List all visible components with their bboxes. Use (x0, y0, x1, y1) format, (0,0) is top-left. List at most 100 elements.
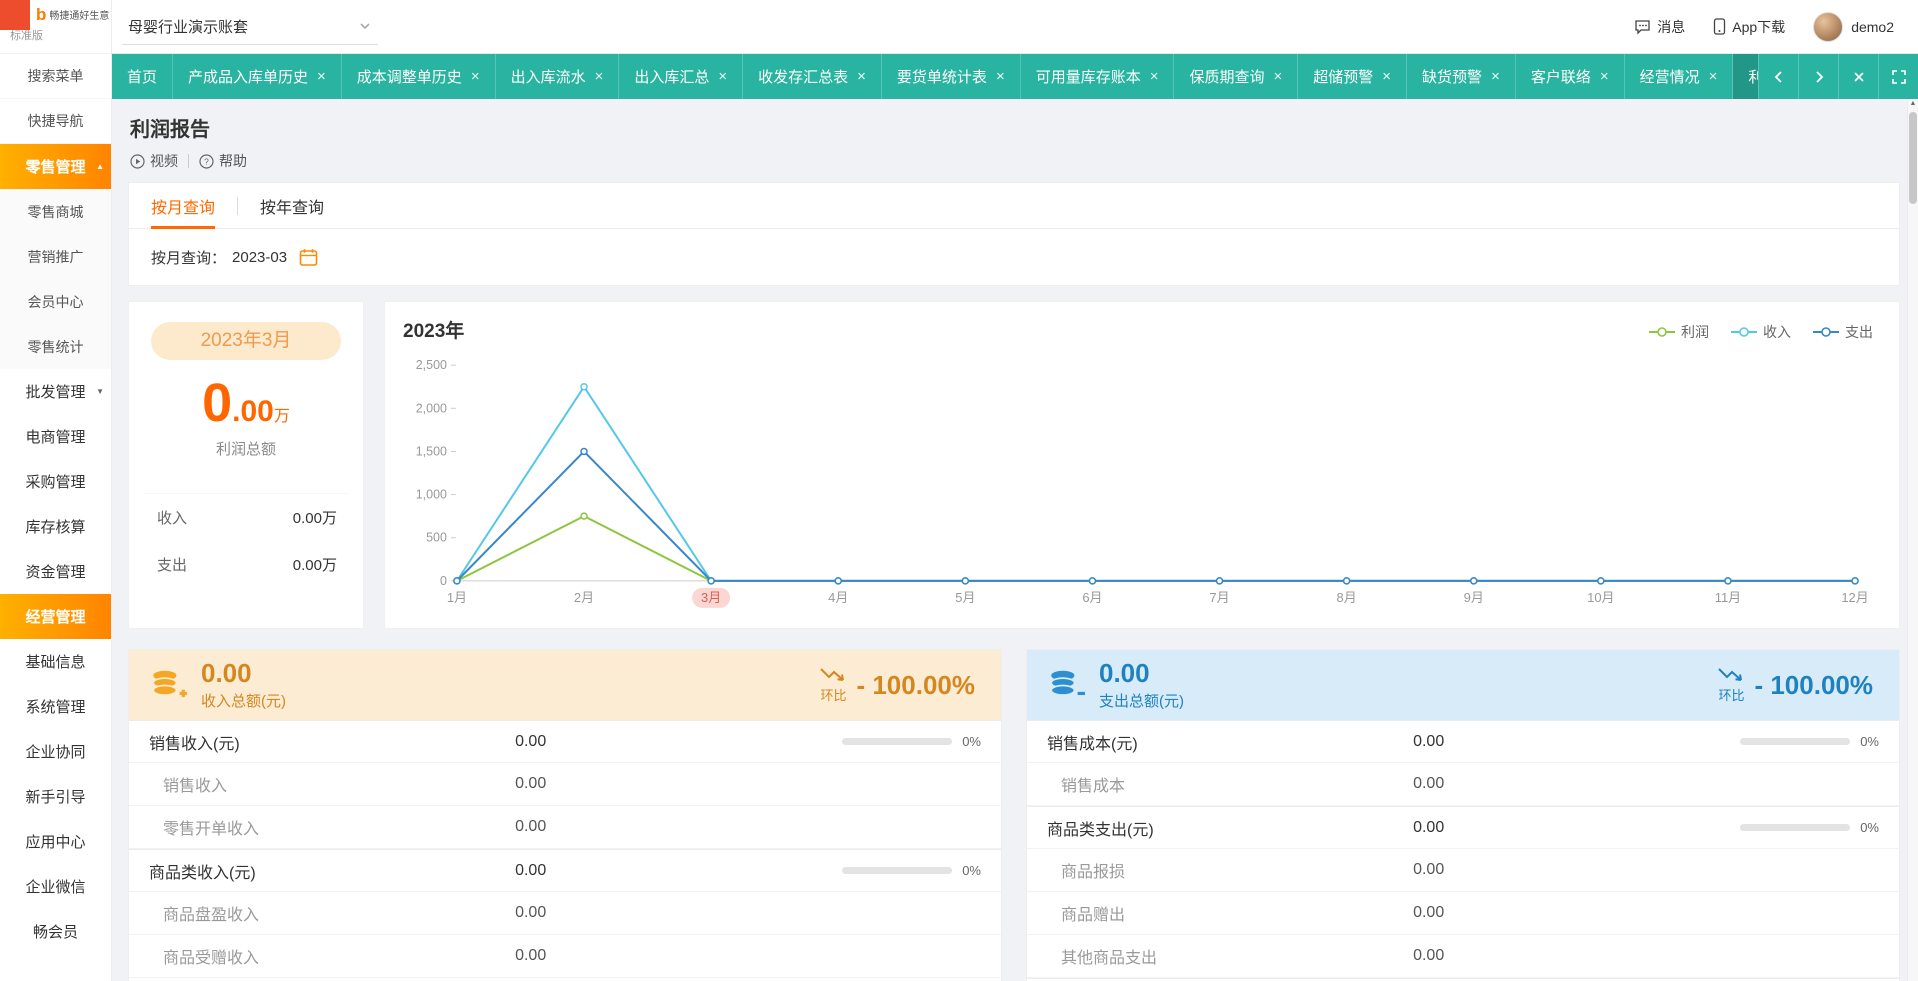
tab-label: 首页 (127, 69, 158, 86)
tab[interactable]: 客户联络 × (1516, 54, 1625, 99)
messages-label: 消息 (1657, 18, 1686, 35)
tab-close-icon[interactable]: × (1491, 68, 1500, 85)
tab-close-icon[interactable]: × (1599, 68, 1609, 85)
tab[interactable]: 收发存汇总表 × (743, 54, 882, 99)
legend-item[interactable]: 利润 (1649, 322, 1709, 342)
tab[interactable]: 保质期查询 × (1174, 54, 1299, 99)
tab-close-icon[interactable]: × (594, 68, 604, 85)
sidebar-item-label: 基础信息 (25, 654, 86, 671)
video-link[interactable]: 视频 (130, 151, 178, 171)
scrollbar-up-arrow[interactable]: ▲ (1909, 100, 1917, 107)
sidebar-item-label: 畅会员 (32, 924, 78, 941)
tab[interactable]: 利润报告× (1733, 54, 1758, 99)
tab[interactable]: 出入库汇总 × (619, 54, 744, 99)
sidebar-item[interactable]: 库存核算 (0, 504, 111, 549)
page-scrollbar[interactable]: ▲ (1907, 99, 1918, 981)
tab-close-icon[interactable]: × (1382, 68, 1392, 85)
sidebar-item[interactable]: 零售统计 (0, 324, 111, 369)
sidebar-item[interactable]: 企业协同 (0, 729, 111, 774)
tab[interactable]: 产成品入库单历史 × (173, 54, 342, 99)
sidebar-item[interactable]: 资金管理 (0, 549, 111, 594)
sidebar-item-label: 库存核算 (25, 519, 86, 536)
user-menu[interactable]: demo2 (1813, 11, 1894, 42)
help-link-label: 帮助 (219, 153, 247, 169)
brand-edition: 标准版 (10, 30, 43, 42)
sidebar-item-label: 会员中心 (27, 293, 84, 310)
tab-label: 保质期查询 (1189, 69, 1265, 86)
query-tab[interactable]: 按年查询 (260, 199, 325, 217)
avatar (1813, 11, 1844, 42)
play-circle-icon (130, 153, 145, 169)
tab[interactable]: 经营情况 × (1625, 54, 1734, 99)
chart-title: 2023年 (403, 321, 465, 342)
sidebar-item[interactable]: 经营管理 (0, 594, 111, 639)
tab[interactable]: 超储预警 × (1298, 54, 1408, 99)
stat-row-label: 商品类支出(元) (1047, 821, 1154, 839)
stat-row: 零售开单收入 0.00 (129, 806, 1001, 849)
tab-scroll-right-button[interactable] (1798, 54, 1838, 99)
tab-close-icon[interactable]: × (470, 68, 480, 85)
income-card: 0.00 收入总额(元) 环比 - 100.00% 销售收入(元) 0.0 (128, 649, 1002, 981)
sidebar-item-label: 资金管理 (25, 564, 86, 581)
sidebar-item[interactable]: 采购管理 (0, 459, 111, 504)
svg-text:2,000: 2,000 (416, 401, 447, 415)
sidebar-item[interactable]: 电商管理 (0, 414, 111, 459)
stat-row: 商品类支出(元) 0.00 0% (1027, 806, 1899, 849)
sidebar-item[interactable]: 会员中心 (0, 279, 111, 324)
tab-close-icon[interactable]: × (718, 68, 728, 85)
brand-logo-icon: b (36, 5, 47, 24)
sidebar-item-label: 批发管理 (25, 384, 86, 401)
calendar-icon[interactable] (299, 248, 318, 267)
date-picker-value[interactable]: 2023-03 (232, 248, 288, 266)
tab[interactable]: 出入库流水 × (496, 54, 620, 99)
sidebar-item[interactable]: 快捷导航 (0, 99, 111, 144)
account-selector[interactable]: 母婴行业演示账套 (122, 9, 378, 45)
help-link[interactable]: ? 帮助 (199, 151, 247, 171)
tab[interactable]: 缺货预警 × (1407, 54, 1516, 99)
sidebar-item[interactable]: 搜索菜单 (0, 54, 111, 99)
legend-item[interactable]: 支出 (1813, 322, 1873, 342)
legend-marker-icon (1649, 327, 1675, 337)
progress-percent: 0% (962, 734, 981, 749)
summary-row-label: 支出 (157, 557, 188, 574)
tab-close-icon[interactable]: × (1273, 68, 1283, 85)
sidebar: 搜索菜单 快捷导航 零售管理 ▲ 零售商城 营销推广会员中心零售统计批发管理 ▼ 电商管理 采购… (0, 54, 111, 981)
sidebar-item[interactable]: 批发管理 ▼ (0, 369, 111, 414)
sidebar-item[interactable]: 畅会员 (0, 909, 111, 954)
sidebar-item[interactable]: 企业微信 (0, 864, 111, 909)
tab[interactable]: 可用量库存账本 × (1021, 54, 1175, 99)
chevron-down-icon: ▼ (96, 387, 104, 396)
logo[interactable]: b 畅捷通好生意 标准版 (0, 0, 111, 54)
tab-close-icon[interactable]: × (317, 68, 326, 85)
sidebar-item[interactable]: 应用中心 (0, 819, 111, 864)
tab[interactable]: 首页 (112, 54, 174, 99)
sidebar-item[interactable]: 零售商城 (0, 189, 111, 234)
tab-close-icon[interactable]: × (995, 68, 1005, 85)
sidebar-item[interactable]: 零售管理 ▲ (0, 144, 111, 189)
expense-card-header: 0.00 支出总额(元) 环比 - 100.00% (1027, 650, 1899, 720)
sidebar-item-label: 零售管理 (25, 159, 86, 176)
tab-close-icon[interactable]: × (857, 68, 866, 85)
scrollbar-thumb[interactable] (1909, 112, 1917, 204)
sidebar-item[interactable]: 基础信息 (0, 639, 111, 684)
sidebar-item[interactable]: 新手引导 (0, 774, 111, 819)
sidebar-item[interactable]: 营销推广 (0, 234, 111, 279)
tab-close-icon[interactable]: × (1708, 68, 1718, 85)
close-all-tabs-button[interactable] (1838, 54, 1878, 99)
tab-close-icon[interactable]: × (1149, 68, 1159, 85)
legend-item[interactable]: 收入 (1731, 322, 1791, 342)
stat-row-value: 0.00 (1413, 775, 1445, 792)
messages-button[interactable]: 消息 (1634, 17, 1685, 37)
chevron-right-icon (1815, 70, 1823, 83)
fullscreen-button[interactable] (1878, 54, 1918, 99)
sidebar-item[interactable]: 系统管理 (0, 684, 111, 729)
legend-label: 支出 (1845, 324, 1873, 340)
svg-text:9月: 9月 (1464, 590, 1484, 605)
query-tab[interactable]: 按月查询 (151, 183, 216, 229)
tab-scroll-left-button[interactable] (1758, 54, 1798, 99)
legend-label: 利润 (1681, 324, 1709, 340)
app-download-button[interactable]: App下载 (1713, 17, 1785, 37)
tab[interactable]: 要货单统计表 × (882, 54, 1021, 99)
stat-row: 其他商品支出 0.00 (1027, 935, 1899, 978)
tab[interactable]: 成本调整单历史 × (342, 54, 496, 99)
